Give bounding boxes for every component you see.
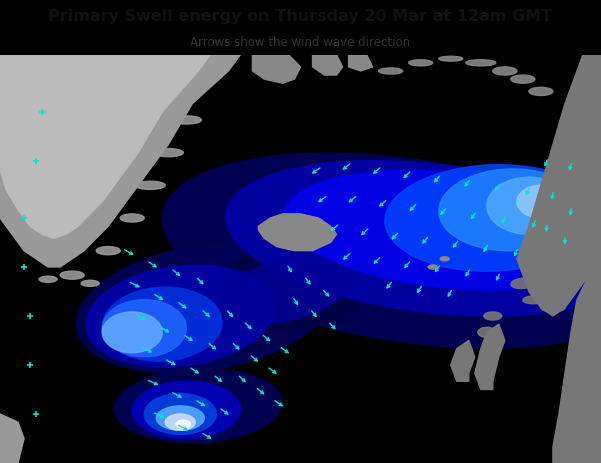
Ellipse shape [541, 304, 565, 312]
Ellipse shape [135, 181, 165, 189]
Polygon shape [517, 55, 601, 316]
Ellipse shape [428, 265, 437, 269]
Ellipse shape [547, 181, 571, 189]
Polygon shape [313, 55, 343, 75]
Ellipse shape [153, 149, 183, 156]
Polygon shape [0, 414, 24, 463]
Ellipse shape [511, 278, 535, 288]
Ellipse shape [162, 153, 601, 348]
Ellipse shape [526, 253, 555, 264]
Ellipse shape [487, 177, 571, 234]
Ellipse shape [478, 327, 496, 338]
Ellipse shape [102, 300, 186, 357]
Ellipse shape [523, 295, 547, 304]
Ellipse shape [86, 265, 275, 367]
Ellipse shape [517, 185, 565, 218]
Ellipse shape [120, 214, 144, 222]
Ellipse shape [214, 259, 351, 324]
Text: Arrows show the wind wave direction: Arrows show the wind wave direction [191, 36, 410, 49]
Ellipse shape [60, 271, 84, 279]
Ellipse shape [409, 60, 433, 66]
Ellipse shape [440, 257, 450, 261]
Ellipse shape [385, 165, 601, 271]
Ellipse shape [379, 68, 403, 74]
Ellipse shape [156, 406, 204, 430]
Ellipse shape [493, 67, 517, 75]
Ellipse shape [535, 222, 559, 231]
Text: Primary Swell energy on Thursday 20 Mar at 12am GMT: Primary Swell energy on Thursday 20 Mar … [49, 9, 552, 24]
Ellipse shape [114, 369, 282, 443]
Ellipse shape [529, 88, 553, 95]
Ellipse shape [484, 312, 502, 320]
Polygon shape [475, 324, 505, 389]
Ellipse shape [439, 169, 583, 251]
Polygon shape [0, 55, 210, 238]
Ellipse shape [132, 382, 240, 438]
Ellipse shape [439, 56, 463, 61]
Ellipse shape [144, 394, 216, 434]
Ellipse shape [199, 235, 402, 332]
Ellipse shape [511, 75, 535, 83]
Ellipse shape [96, 247, 120, 255]
Polygon shape [0, 55, 240, 267]
Polygon shape [349, 55, 373, 71]
Ellipse shape [76, 243, 332, 373]
Polygon shape [451, 340, 475, 382]
Ellipse shape [176, 420, 191, 428]
Ellipse shape [81, 280, 99, 287]
Ellipse shape [171, 116, 201, 124]
Ellipse shape [226, 161, 601, 316]
Ellipse shape [466, 60, 496, 66]
Polygon shape [553, 259, 601, 463]
Polygon shape [252, 55, 300, 83]
Ellipse shape [284, 170, 601, 290]
Ellipse shape [103, 287, 222, 361]
Ellipse shape [165, 414, 195, 430]
Ellipse shape [102, 312, 162, 353]
Polygon shape [258, 214, 337, 250]
Ellipse shape [39, 276, 57, 282]
